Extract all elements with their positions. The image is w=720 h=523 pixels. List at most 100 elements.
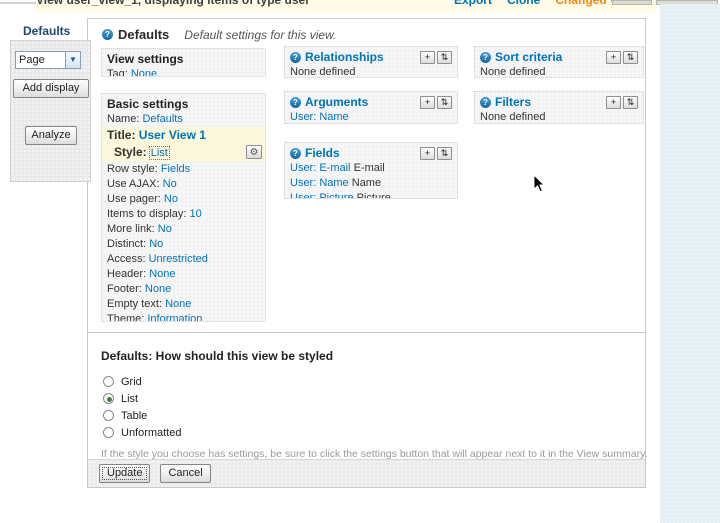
add-icon[interactable]: + bbox=[420, 96, 435, 109]
filters-empty-text: None defined bbox=[480, 111, 546, 123]
tag-row: Tag: None bbox=[107, 67, 260, 77]
radio-option-label[interactable]: List bbox=[121, 392, 139, 405]
setting-label: Use pager: bbox=[107, 193, 161, 205]
radio-button[interactable] bbox=[103, 376, 114, 387]
view-status-bar: View user_view_1, displaying items of ty… bbox=[36, 0, 656, 13]
radio-option-grid[interactable]: Grid bbox=[103, 373, 645, 390]
view-settings-title: View settings bbox=[107, 52, 184, 66]
analyze-button[interactable]: Analyze bbox=[25, 126, 77, 145]
setting-label: Use AJAX: bbox=[107, 178, 160, 190]
view-summary-panel: ? Defaults Default settings for this vie… bbox=[87, 18, 648, 488]
setting-label: More link: bbox=[107, 223, 155, 235]
argument-item-link[interactable]: User: Name bbox=[290, 111, 349, 123]
radio-option-label[interactable]: Unformatted bbox=[121, 426, 182, 439]
radio-button[interactable] bbox=[103, 427, 114, 438]
setting-value-link[interactable]: None bbox=[165, 298, 192, 310]
setting-value-link[interactable]: No bbox=[163, 193, 178, 205]
setting-value-link[interactable]: List bbox=[148, 146, 170, 160]
tab-defaults[interactable]: Defaults bbox=[10, 23, 88, 40]
setting-value-link[interactable]: No bbox=[149, 238, 164, 250]
changed-view-link[interactable]: Changed view bbox=[555, 0, 636, 7]
setting-row-access: Access: Unrestricted bbox=[107, 252, 260, 267]
setting-label: Access: bbox=[107, 253, 146, 265]
radio-button[interactable] bbox=[103, 393, 114, 404]
update-button[interactable]: Update bbox=[99, 464, 151, 483]
radio-option-table[interactable]: Table bbox=[103, 407, 645, 424]
field-item-link[interactable]: User: E-mail bbox=[290, 162, 351, 174]
style-settings-gear-icon[interactable]: ⚙ bbox=[246, 145, 262, 159]
rearrange-icon[interactable]: ⇅ bbox=[437, 147, 452, 160]
setting-row-style: Style: List ⚙ bbox=[102, 144, 265, 162]
setting-label: Items to display: bbox=[107, 208, 187, 220]
radio-button[interactable] bbox=[103, 410, 114, 421]
radio-option-label[interactable]: Grid bbox=[121, 375, 142, 388]
setting-row-morelink: More link: No bbox=[107, 222, 260, 237]
top-divider-line bbox=[0, 2, 36, 4]
field-item-link[interactable]: User: Picture bbox=[290, 192, 354, 199]
setting-row-emptytext: Empty text: None bbox=[107, 297, 260, 312]
field-item-link[interactable]: User: Name bbox=[290, 177, 349, 189]
filters-box: ? Filters + ⇅ None defined bbox=[474, 91, 644, 124]
setting-value-link[interactable]: Defaults bbox=[142, 113, 183, 125]
style-form-note: If the style you choose has settings, be… bbox=[101, 448, 648, 460]
rearrange-icon[interactable]: ⇅ bbox=[623, 51, 638, 64]
field-item: User: Picture Picture bbox=[290, 191, 452, 199]
setting-row-title: Title: User View 1 bbox=[102, 127, 265, 144]
add-display-button[interactable]: Add display bbox=[13, 79, 89, 98]
setting-row-pager: Use pager: No bbox=[107, 192, 260, 207]
setting-value-link[interactable]: Unrestricted bbox=[148, 253, 208, 265]
view-status-title: View user_view_1, displaying items of ty… bbox=[36, 0, 310, 7]
mouse-cursor bbox=[533, 174, 546, 193]
radio-option-unformatted[interactable]: Unformatted bbox=[103, 424, 645, 441]
help-icon[interactable]: ? bbox=[480, 97, 491, 108]
relationships-title-link[interactable]: Relationships bbox=[305, 50, 384, 64]
top-corner-tab bbox=[612, 0, 652, 5]
setting-value-link[interactable]: Fields bbox=[160, 163, 191, 175]
field-item: User: Name Name bbox=[290, 176, 452, 191]
style-settings-form: Defaults: How should this view be styled… bbox=[88, 332, 648, 487]
add-icon[interactable]: + bbox=[420, 51, 435, 64]
setting-value-link[interactable]: 10 bbox=[189, 208, 202, 220]
setting-label: Theme: bbox=[107, 313, 145, 322]
fields-title-link[interactable]: Fields bbox=[305, 146, 340, 160]
tag-value-link[interactable]: None bbox=[130, 68, 158, 77]
rearrange-icon[interactable]: ⇅ bbox=[437, 96, 452, 109]
add-icon[interactable]: + bbox=[606, 96, 621, 109]
clone-link[interactable]: Clone bbox=[506, 0, 541, 7]
setting-value-link[interactable]: None bbox=[149, 268, 176, 280]
style-form-title: Defaults: How should this view be styled bbox=[101, 349, 334, 363]
rearrange-icon[interactable]: ⇅ bbox=[437, 51, 452, 64]
cancel-button[interactable]: Cancel bbox=[160, 464, 211, 483]
add-icon[interactable]: + bbox=[606, 51, 621, 64]
setting-value-link[interactable]: None bbox=[144, 283, 172, 295]
basic-settings-title: Basic settings bbox=[107, 97, 189, 111]
sort-criteria-title-link[interactable]: Sort criteria bbox=[495, 50, 563, 64]
arguments-title-link[interactable]: Arguments bbox=[305, 95, 369, 109]
setting-row-distinct: Distinct: No bbox=[107, 237, 260, 252]
style-radio-group: Grid List Table Unformatted bbox=[103, 373, 645, 441]
help-icon[interactable]: ? bbox=[480, 52, 491, 63]
setting-row-footer: Footer: None bbox=[107, 282, 260, 297]
setting-value-link[interactable]: No bbox=[157, 223, 172, 235]
chevron-down-icon[interactable]: ▼ bbox=[65, 52, 80, 68]
radio-option-label[interactable]: Table bbox=[121, 409, 148, 422]
add-icon[interactable]: + bbox=[420, 147, 435, 160]
help-icon[interactable]: ? bbox=[290, 148, 301, 159]
help-icon[interactable]: ? bbox=[290, 52, 301, 63]
setting-label: Title: bbox=[107, 128, 136, 142]
export-link[interactable]: Export bbox=[453, 0, 492, 7]
setting-value-link[interactable]: Information bbox=[147, 313, 203, 322]
page-background bbox=[660, 4, 720, 523]
setting-value-link[interactable]: No bbox=[162, 178, 177, 190]
tag-label: Tag: bbox=[107, 68, 128, 77]
display-subtitle: Default settings for this view. bbox=[184, 27, 337, 42]
relationships-empty-text: None defined bbox=[290, 66, 356, 78]
form-actions-bar: Update Cancel bbox=[88, 459, 645, 487]
setting-value-link[interactable]: User View 1 bbox=[138, 128, 206, 142]
radio-option-list[interactable]: List bbox=[103, 390, 645, 407]
filters-title-link[interactable]: Filters bbox=[495, 95, 532, 109]
help-icon[interactable]: ? bbox=[102, 29, 113, 40]
display-type-select[interactable]: Page ▼ bbox=[15, 51, 81, 69]
help-icon[interactable]: ? bbox=[290, 97, 301, 108]
rearrange-icon[interactable]: ⇅ bbox=[623, 96, 638, 109]
